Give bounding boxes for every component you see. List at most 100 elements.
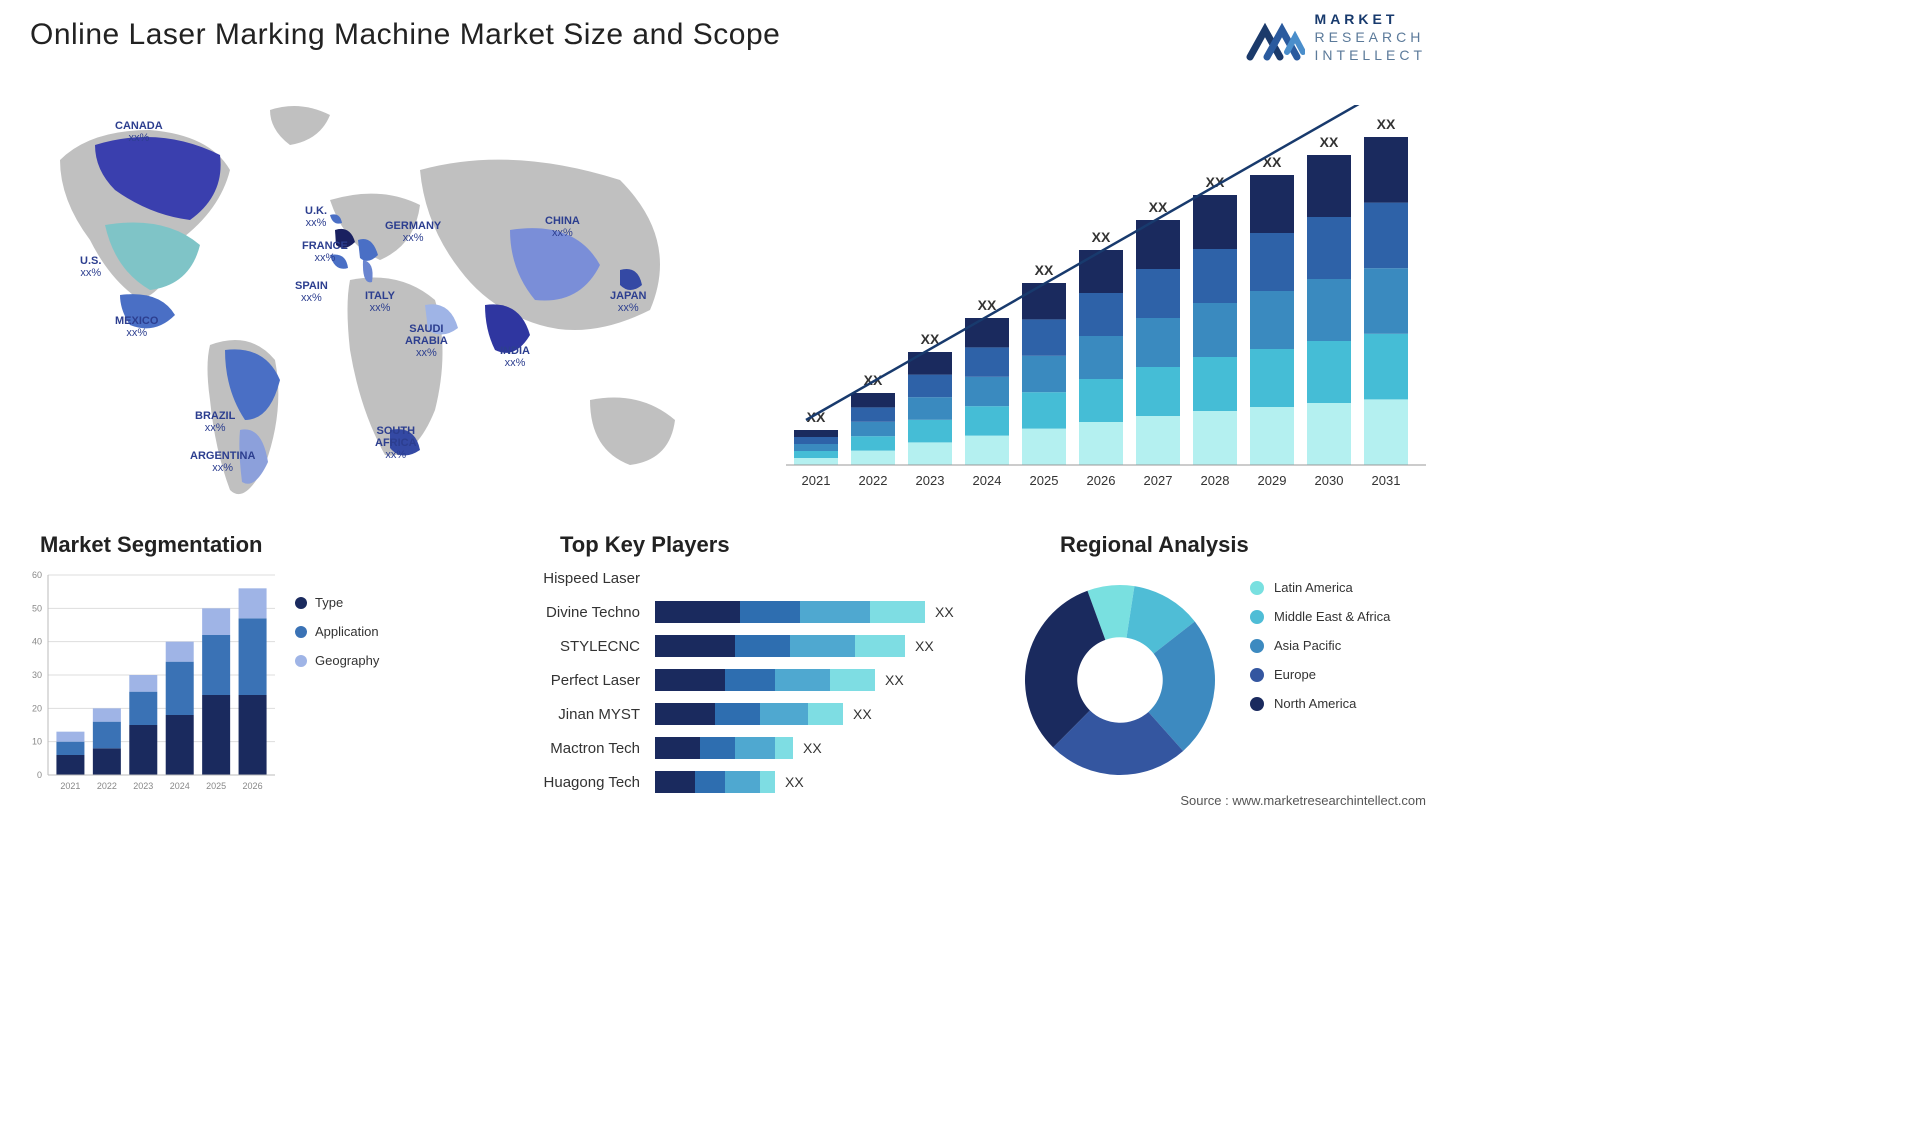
- legend-item: Europe: [1250, 667, 1420, 682]
- map-label: SOUTHAFRICAxx%: [375, 425, 417, 461]
- svg-text:XX: XX: [1320, 134, 1339, 150]
- legend-item: Middle East & Africa: [1250, 609, 1420, 624]
- svg-text:2030: 2030: [1315, 473, 1344, 488]
- regional-title: Regional Analysis: [1060, 532, 1249, 558]
- legend-item: Geography: [295, 653, 425, 668]
- map-label: SPAINxx%: [295, 280, 328, 304]
- map-label: GERMANYxx%: [385, 220, 441, 244]
- legend-swatch: [1250, 581, 1264, 595]
- player-row: Jinan MYST XX: [480, 701, 1000, 727]
- donut-svg: [1010, 570, 1230, 790]
- legend-swatch: [295, 655, 307, 667]
- legend-swatch: [1250, 639, 1264, 653]
- map-label: U.K.xx%: [305, 205, 327, 229]
- legend-label: Europe: [1274, 667, 1316, 682]
- legend-swatch: [1250, 610, 1264, 624]
- logo-icon: [1245, 12, 1305, 62]
- player-name: STYLECNC: [480, 638, 655, 655]
- players-title: Top Key Players: [560, 532, 730, 558]
- svg-text:XX: XX: [1092, 229, 1111, 245]
- main-chart-svg: XX2021XX2022XX2023XX2024XX2025XX2026XX20…: [786, 105, 1426, 495]
- segmentation-chart: 0102030405060202120222023202420252026: [20, 570, 280, 800]
- map-label: CHINAxx%: [545, 215, 580, 239]
- legend-item: North America: [1250, 696, 1420, 711]
- legend-item: Application: [295, 624, 425, 639]
- legend-item: Type: [295, 595, 425, 610]
- player-bar: XX: [655, 635, 934, 657]
- svg-text:2021: 2021: [802, 473, 831, 488]
- player-bar: XX: [655, 601, 954, 623]
- logo-text: MARKET RESEARCH INTELLECT: [1315, 10, 1426, 65]
- svg-text:2025: 2025: [206, 781, 226, 791]
- player-row: STYLECNC XX: [480, 633, 1000, 659]
- svg-text:2024: 2024: [170, 781, 190, 791]
- legend-label: Application: [315, 624, 379, 639]
- segmentation-legend: Type Application Geography: [295, 595, 425, 682]
- svg-text:10: 10: [32, 737, 42, 747]
- player-name: Divine Techno: [480, 604, 655, 621]
- page-title: Online Laser Marking Machine Market Size…: [30, 18, 780, 52]
- player-row: Mactron TechXX: [480, 735, 1000, 761]
- player-row: Huagong Tech XX: [480, 769, 1000, 795]
- svg-text:2027: 2027: [1144, 473, 1173, 488]
- player-value: XX: [935, 604, 954, 620]
- player-value: XX: [785, 774, 804, 790]
- svg-text:2026: 2026: [1087, 473, 1116, 488]
- svg-text:2022: 2022: [859, 473, 888, 488]
- player-row: Hispeed Laser: [480, 565, 1000, 591]
- map-label: U.S.xx%: [80, 255, 101, 279]
- player-bar: XX: [655, 703, 872, 725]
- svg-text:40: 40: [32, 637, 42, 647]
- player-bar: XX: [655, 669, 904, 691]
- player-name: Huagong Tech: [480, 774, 655, 791]
- player-value: XX: [853, 706, 872, 722]
- player-name: Jinan MYST: [480, 706, 655, 723]
- svg-text:0: 0: [37, 770, 42, 780]
- legend-label: Middle East & Africa: [1274, 609, 1390, 624]
- main-bar-chart: XX2021XX2022XX2023XX2024XX2025XX2026XX20…: [786, 105, 1426, 495]
- legend-swatch: [295, 597, 307, 609]
- svg-text:XX: XX: [978, 297, 997, 313]
- svg-text:2021: 2021: [60, 781, 80, 791]
- player-name: Hispeed Laser: [480, 570, 655, 587]
- player-bar: XX: [655, 771, 804, 793]
- svg-text:XX: XX: [1377, 116, 1396, 132]
- svg-text:2025: 2025: [1030, 473, 1059, 488]
- map-label: INDIAxx%: [500, 345, 530, 369]
- svg-text:2022: 2022: [97, 781, 117, 791]
- svg-text:2029: 2029: [1258, 473, 1287, 488]
- segmentation-title: Market Segmentation: [40, 532, 263, 558]
- player-bar: XX: [655, 737, 822, 759]
- player-row: Perfect Laser XX: [480, 667, 1000, 693]
- legend-label: Latin America: [1274, 580, 1353, 595]
- svg-text:2023: 2023: [133, 781, 153, 791]
- svg-text:2031: 2031: [1372, 473, 1401, 488]
- map-label: MEXICOxx%: [115, 315, 158, 339]
- legend-label: North America: [1274, 696, 1356, 711]
- svg-text:XX: XX: [1035, 262, 1054, 278]
- brand-logo: MARKET RESEARCH INTELLECT: [1245, 10, 1426, 65]
- svg-text:2024: 2024: [973, 473, 1002, 488]
- svg-text:2026: 2026: [243, 781, 263, 791]
- legend-swatch: [1250, 668, 1264, 682]
- legend-item: Latin America: [1250, 580, 1420, 595]
- player-value: XX: [803, 740, 822, 756]
- legend-label: Geography: [315, 653, 379, 668]
- map-label: FRANCExx%: [302, 240, 348, 264]
- donut-chart: [1010, 570, 1230, 790]
- donut-legend: Latin AmericaMiddle East & AfricaAsia Pa…: [1250, 580, 1420, 725]
- player-value: XX: [915, 638, 934, 654]
- map-label: ARGENTINAxx%: [190, 450, 255, 474]
- legend-label: Type: [315, 595, 343, 610]
- world-map-panel: CANADAxx%U.S.xx%MEXICOxx%BRAZILxx%ARGENT…: [20, 90, 720, 510]
- players-panel: Hispeed LaserDivine TechnoXXSTYLECNCXXPe…: [480, 565, 1000, 800]
- player-value: XX: [885, 672, 904, 688]
- segmentation-svg: 0102030405060202120222023202420252026: [20, 570, 280, 800]
- player-name: Perfect Laser: [480, 672, 655, 689]
- svg-text:XX: XX: [1149, 199, 1168, 215]
- svg-text:2028: 2028: [1201, 473, 1230, 488]
- map-label: ITALYxx%: [365, 290, 395, 314]
- svg-text:20: 20: [32, 703, 42, 713]
- player-row: Divine Techno XX: [480, 599, 1000, 625]
- source-label: Source : www.marketresearchintellect.com: [1180, 793, 1426, 808]
